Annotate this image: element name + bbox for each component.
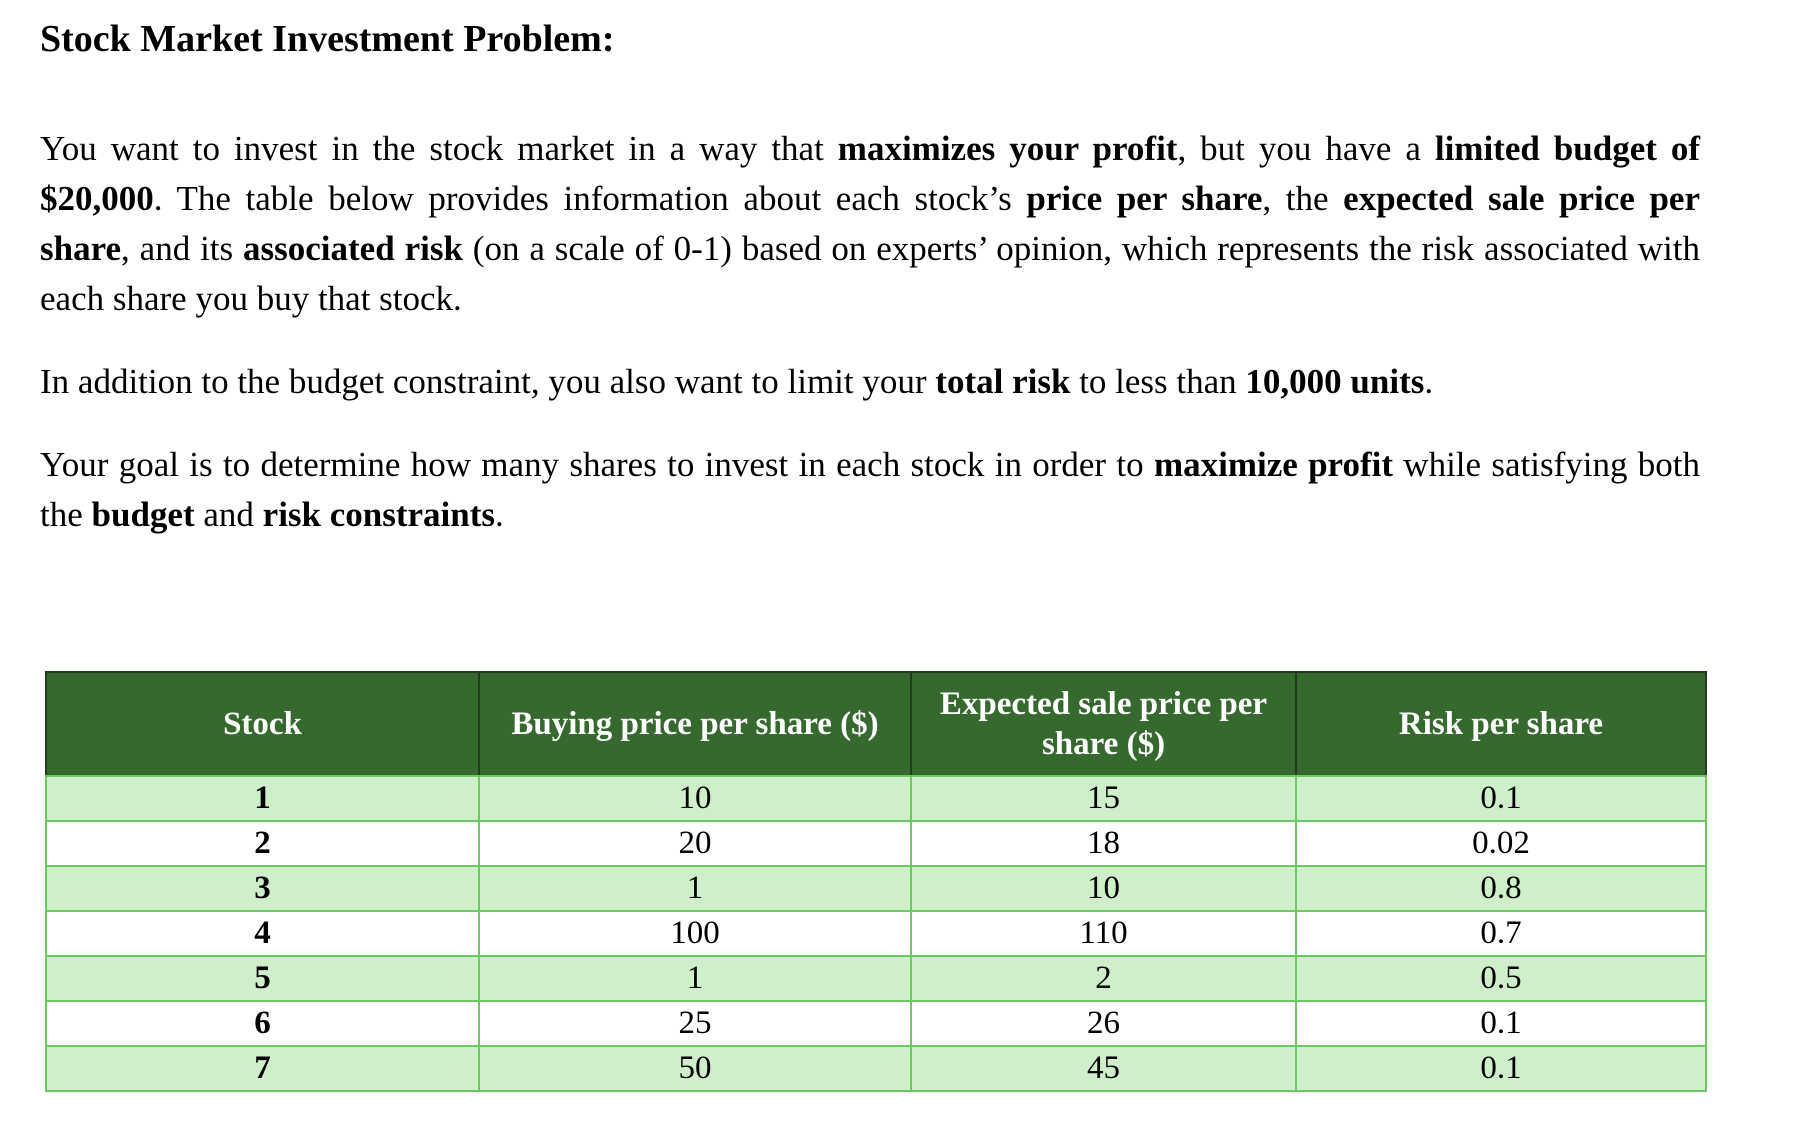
text-run: , the [1262,179,1344,218]
table-row: 1 10 15 0.1 [45,775,1707,822]
bold-text-run: budget [91,495,195,534]
table-row: 3 1 10 0.8 [45,865,1707,912]
table-cell: 15 [910,775,1297,822]
paragraph-problem-description: You want to invest in the stock market i… [40,124,1700,324]
text-run: , but you have a [1177,129,1435,168]
document-title: Stock Market Investment Problem: [40,18,615,60]
table-cell: 2 [910,955,1297,1002]
stock-table: Stock Buying price per share ($) Expected … [45,671,1707,1092]
text-run: . [1424,362,1434,401]
stock-id-cell: 3 [45,865,480,912]
table-cell: 0.1 [1295,1000,1707,1047]
text-run: and [194,495,263,534]
table-row: 2 20 18 0.02 [45,820,1707,867]
table-cell: 100 [478,910,912,957]
table-header-cell: Stock [45,671,480,777]
table-cell: 0.1 [1295,1045,1707,1092]
bold-text-run: total risk [935,362,1071,401]
table-cell: 26 [910,1000,1297,1047]
bold-text-run: expected sale price per share [40,179,1701,268]
table-cell: 0.7 [1295,910,1707,957]
stock-id-cell: 7 [45,1045,480,1092]
table-cell: 10 [478,775,912,822]
table-row: 5 1 2 0.5 [45,955,1707,1002]
table-cell: 1 [478,955,912,1002]
bold-text-run: price per share [1026,179,1263,218]
table-header-cell: Buying price per share ($) [478,671,912,777]
bold-text-run: maximizes your profit [837,129,1178,168]
stock-table-header: Stock Buying price per share ($) Expected … [45,671,1707,777]
table-header-cell: Expected sale price per share ($) [910,671,1297,777]
table-cell: 110 [910,910,1297,957]
table-row: 7 50 45 0.1 [45,1045,1707,1092]
bold-text-run: 10,000 units [1245,362,1425,401]
table-cell: 0.1 [1295,775,1707,822]
text-run: . The table below provides information a… [153,179,1027,218]
text-run: while satisfying both the [40,445,1700,534]
bold-text-run: limited budget of $20,000 [40,129,1701,218]
document: Stock Market Investment Problem: You wan… [40,18,1707,1092]
table-cell: 0.8 [1295,865,1707,912]
table-cell: 20 [478,820,912,867]
bold-text-run: maximize profit [1153,445,1393,484]
text-run: You want to invest in the stock market i… [40,129,838,168]
paragraph-risk-constraint: In addition to the budget constraint, yo… [40,357,1700,407]
text-run: . [495,495,504,534]
text-run: Your goal is to determine how many share… [40,445,1154,484]
table-cell: 25 [478,1000,912,1047]
table-cell: 1 [478,865,912,912]
stock-id-cell: 5 [45,955,480,1002]
table-cell: 0.02 [1295,820,1707,867]
table-cell: 0.5 [1295,955,1707,1002]
text-run: to less than [1070,362,1246,401]
table-row: 6 25 26 0.1 [45,1000,1707,1047]
text-run: In addition to the budget constraint, yo… [40,362,936,401]
table-header-cell: Risk per share [1295,671,1707,777]
table-cell: 45 [910,1045,1297,1092]
stock-id-cell: 1 [45,775,480,822]
text-run: (on a scale of 0-1) based on experts’ op… [40,229,1700,318]
table-cell: 50 [478,1045,912,1092]
table-cell: 18 [910,820,1297,867]
stock-table-body: 1 10 15 0.1 2 20 18 0.02 3 1 10 0.8 4 100 110 0.7 5 1 2 0.5… [45,775,1707,1092]
stock-id-cell: 4 [45,910,480,957]
table-header-row: Stock Buying price per share ($) Expected … [45,671,1707,777]
table-cell: 10 [910,865,1297,912]
paragraph-goal: Your goal is to determine how many share… [40,440,1700,540]
stock-id-cell: 6 [45,1000,480,1047]
stock-id-cell: 2 [45,820,480,867]
table-row: 4 100 110 0.7 [45,910,1707,957]
text-run: , and its [121,229,244,268]
bold-text-run: associated risk [243,229,463,268]
bold-text-run: risk constraints [262,495,496,534]
